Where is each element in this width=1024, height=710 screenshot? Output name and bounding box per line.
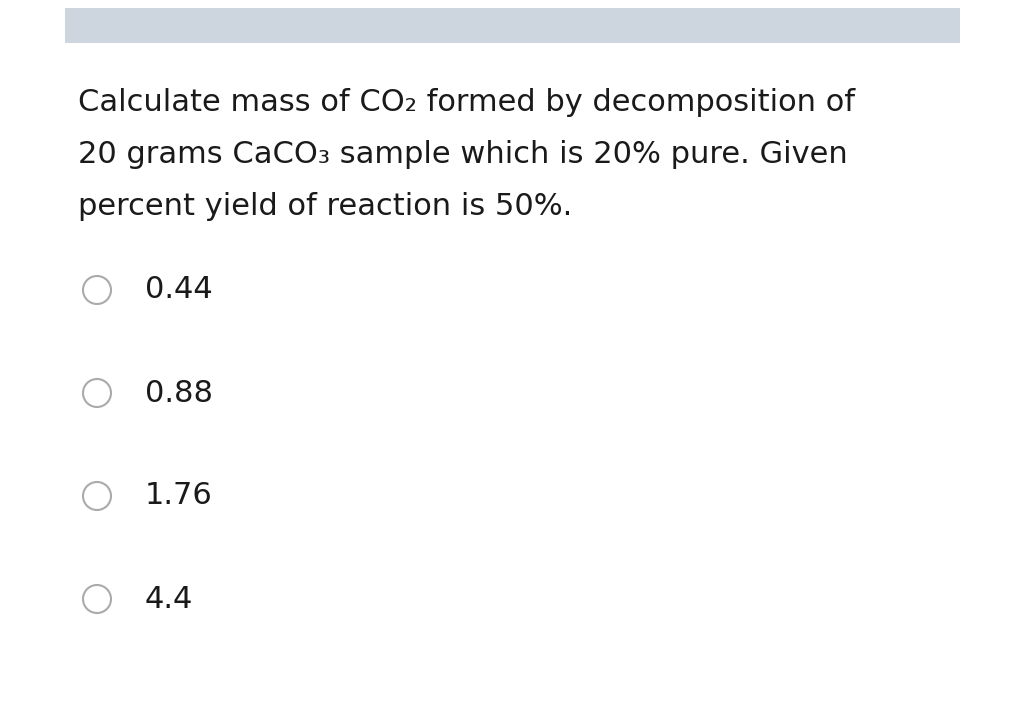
Text: 4.4: 4.4 bbox=[145, 584, 194, 613]
Bar bbox=[65, 8, 961, 43]
Text: 1.76: 1.76 bbox=[145, 481, 213, 510]
Text: Calculate mass of CO₂ formed by decomposition of: Calculate mass of CO₂ formed by decompos… bbox=[78, 88, 855, 117]
Text: percent yield of reaction is 50%.: percent yield of reaction is 50%. bbox=[78, 192, 572, 221]
Text: 20 grams CaCO₃ sample which is 20% pure. Given: 20 grams CaCO₃ sample which is 20% pure.… bbox=[78, 140, 848, 169]
Text: 0.44: 0.44 bbox=[145, 275, 213, 305]
Text: 0.88: 0.88 bbox=[145, 378, 213, 408]
